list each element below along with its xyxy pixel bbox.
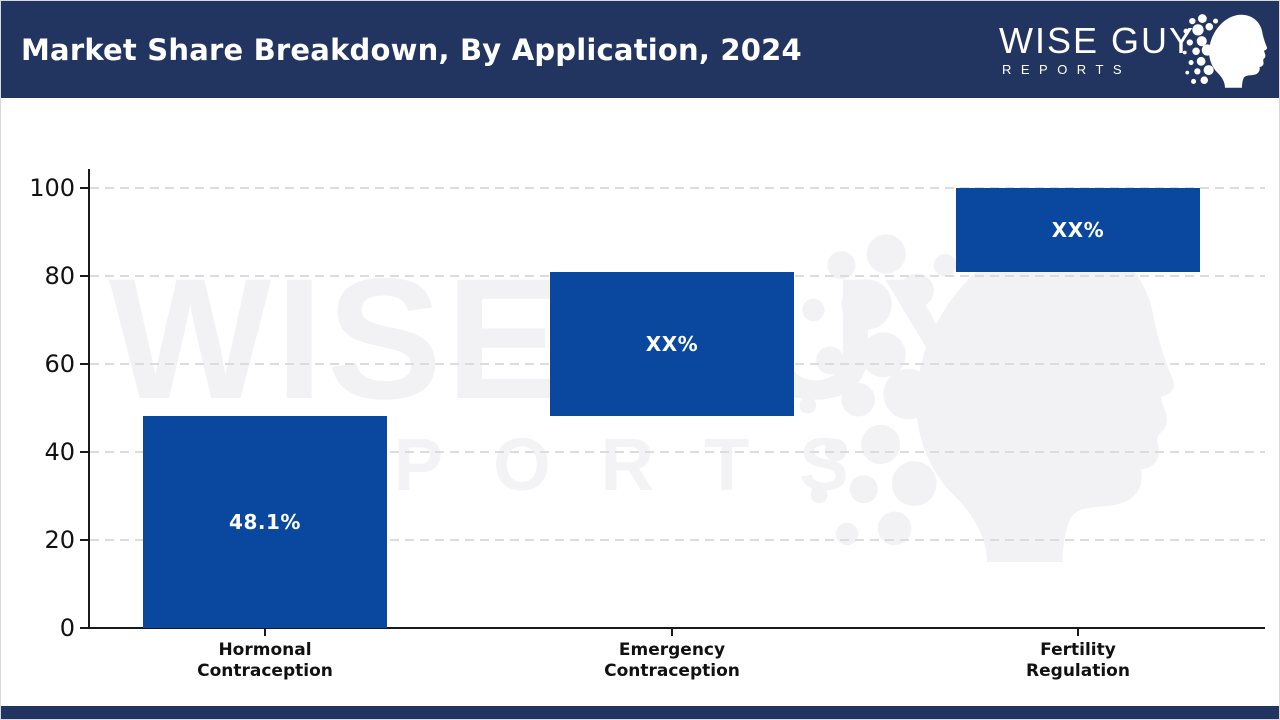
x-category-label-line: Regulation — [1026, 661, 1130, 681]
x-category-label-line: Hormonal — [218, 640, 312, 660]
y-tick-mark — [80, 627, 88, 629]
y-tick-label: 40 — [44, 438, 75, 466]
y-tick-mark — [80, 539, 88, 541]
logo-wordmark: WISE GUY — [998, 20, 1195, 61]
bar-value-label: 48.1% — [229, 510, 301, 535]
gridline — [90, 451, 1265, 453]
x-tick-mark — [1077, 629, 1079, 636]
x-tick-mark — [671, 629, 673, 636]
y-tick-label: 60 — [44, 350, 75, 378]
x-category-label-line: Fertility — [1040, 640, 1116, 660]
logo-text: WISE GUY REPORTS — [998, 20, 1195, 77]
header: Market Share Breakdown, By Application, … — [1, 1, 1279, 98]
x-category-label-line: Emergency — [618, 640, 726, 660]
y-tick-mark — [80, 187, 88, 189]
y-tick-mark — [80, 363, 88, 365]
x-category-label: Fertility Regulation — [948, 640, 1208, 682]
gridline — [90, 187, 1265, 189]
x-tick-mark — [264, 629, 266, 636]
bar-value-label: XX% — [645, 331, 699, 356]
x-category-label: Hormonal Contraception — [135, 640, 395, 682]
wiseguy-logo: WISE GUY REPORTS — [999, 12, 1269, 88]
y-tick-label: 100 — [29, 174, 75, 202]
bar-segment: 48.1% — [143, 416, 387, 628]
bar-value-label: XX% — [1051, 217, 1105, 242]
bar-segment: XX% — [550, 271, 794, 417]
page-title: Market Share Breakdown, By Application, … — [21, 32, 802, 67]
x-category-label-line: Contraception — [604, 661, 740, 681]
x-category-label-line: Contraception — [197, 661, 333, 681]
y-tick-label: 0 — [59, 614, 75, 642]
y-axis-line — [88, 169, 90, 629]
bottom-bar — [1, 706, 1279, 719]
x-axis-line — [88, 627, 1265, 629]
x-category-label: Emergency Contraception — [542, 640, 802, 682]
logo-subtitle: REPORTS — [1001, 62, 1132, 77]
bar-segment: XX% — [956, 188, 1200, 272]
y-tick-label: 80 — [44, 262, 75, 290]
y-tick-label: 20 — [44, 526, 75, 554]
gridline — [90, 539, 1265, 541]
y-tick-mark — [80, 275, 88, 277]
y-tick-mark — [80, 451, 88, 453]
